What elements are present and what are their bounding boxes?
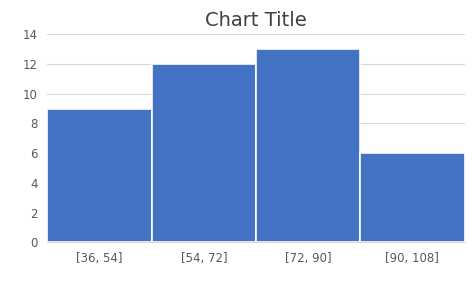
Bar — [152, 64, 256, 242]
Bar — [47, 109, 152, 242]
Bar — [360, 153, 465, 242]
Title: Chart Title: Chart Title — [205, 11, 307, 30]
Bar — [256, 49, 360, 242]
